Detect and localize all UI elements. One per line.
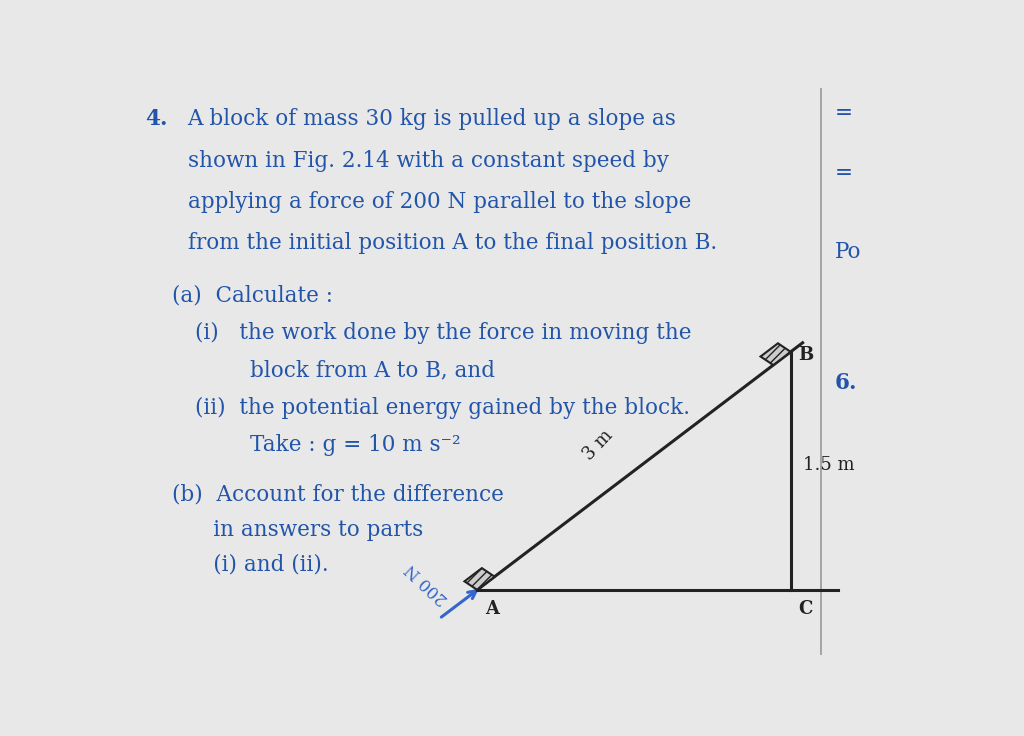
Text: (b)  Account for the difference: (b) Account for the difference <box>172 484 504 506</box>
Text: Take : g = 10 m s⁻²: Take : g = 10 m s⁻² <box>196 434 461 456</box>
Text: (ii)  the potential energy gained by the block.: (ii) the potential energy gained by the … <box>196 397 690 419</box>
Text: block from A to B, and: block from A to B, and <box>196 359 496 381</box>
Text: 6.: 6. <box>836 372 857 394</box>
Text: =: = <box>836 162 853 184</box>
Text: (i) and (ii).: (i) and (ii). <box>172 554 329 576</box>
Text: C: C <box>799 600 813 618</box>
Text: 4.: 4. <box>145 108 168 130</box>
Text: 3 m: 3 m <box>580 427 616 464</box>
Text: (i)   the work done by the force in moving the: (i) the work done by the force in moving… <box>196 322 692 344</box>
Text: B: B <box>799 346 814 364</box>
Polygon shape <box>761 343 791 365</box>
Text: Po: Po <box>836 241 861 263</box>
Text: A block of mass 30 kg is pulled up a slope as: A block of mass 30 kg is pulled up a slo… <box>187 108 677 130</box>
Text: =: = <box>836 102 853 124</box>
Text: applying a force of 200 N parallel to the slope: applying a force of 200 N parallel to th… <box>187 191 691 213</box>
Text: from the initial position A to the final position B.: from the initial position A to the final… <box>187 233 717 254</box>
Text: shown in Fig. 2.14 with a constant speed by: shown in Fig. 2.14 with a constant speed… <box>187 149 669 171</box>
Text: A: A <box>485 600 499 618</box>
Text: in answers to parts: in answers to parts <box>172 519 423 541</box>
Polygon shape <box>465 568 495 590</box>
Text: (a)  Calculate :: (a) Calculate : <box>172 285 333 307</box>
Text: 200 N: 200 N <box>402 559 452 607</box>
Text: 1.5 m: 1.5 m <box>803 456 854 474</box>
